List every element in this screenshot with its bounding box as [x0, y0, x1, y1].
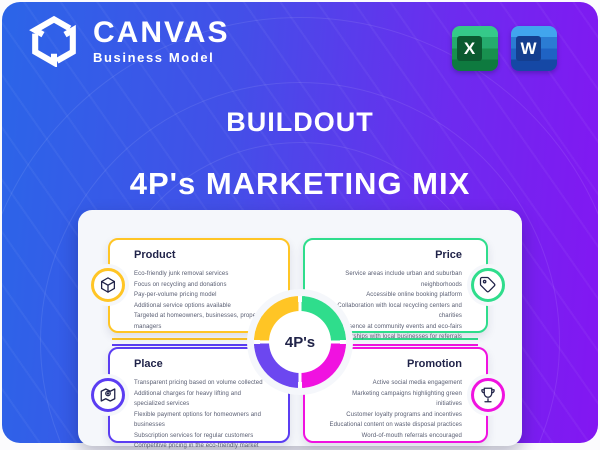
deco-circle	[2, 17, 598, 443]
quadrant-title: Price	[435, 249, 462, 261]
quadrant-item: Eco-friendly junk removal services	[134, 271, 229, 277]
quadrant-item: Presence at community events and eco-fai…	[339, 323, 462, 330]
word-icon[interactable]: W	[511, 26, 557, 71]
price-tag-icon	[479, 276, 496, 293]
canvas-logo-icon	[29, 15, 76, 67]
cube-icon	[100, 277, 116, 293]
quadrant-item: Transparent pricing based on volume coll…	[134, 380, 263, 386]
quadrant-item-list: Service areas include urban and suburban…	[305, 267, 486, 343]
quadrant-item: Subscription services for regular custom…	[134, 432, 254, 439]
excel-letter: X	[457, 36, 482, 61]
quadrant-item: Targeted at homeowners, businesses, prop…	[134, 313, 264, 330]
center-ring: 4P's	[254, 296, 346, 388]
quadrant-item: Accessible online booking platform	[366, 292, 462, 298]
quadrant-item: Collaboration with local recycling cente…	[337, 302, 462, 320]
quadrant-product: Product Eco-friendly junk removal servic…	[108, 238, 290, 333]
connector-line	[300, 338, 478, 340]
quadrant-item: Customer loyalty programs and incentives	[346, 411, 462, 418]
quadrant-item-list: Active social media engagement Marketing…	[305, 376, 486, 441]
quadrant-item: Flexible payment options for homeowners …	[134, 411, 262, 429]
brand: CANVAS Business Model	[28, 15, 229, 67]
quadrant-title: Product	[134, 249, 176, 261]
word-letter: W	[516, 36, 541, 61]
quadrant-item: Marketing campaigns highlighting green i…	[352, 390, 462, 408]
connector-line	[112, 344, 302, 346]
quadrant-item: Additional service options available	[134, 302, 231, 309]
canvas-board: Product Eco-friendly junk removal servic…	[78, 210, 522, 449]
quadrant-item: Word-of-mouth referrals encouraged	[361, 432, 462, 439]
quadrant-item: Partnerships with local businesses for r…	[333, 334, 462, 340]
app-badges: X W	[452, 26, 557, 71]
quadrant-item: Educational content on waste disposal pr…	[329, 422, 462, 428]
quadrant-item: Pay-per-volume pricing model	[134, 292, 217, 298]
brand-subtitle: Business Model	[93, 50, 215, 66]
kicker-title: BUILDOUT	[226, 107, 374, 137]
quadrant-title: Promotion	[407, 358, 462, 370]
quadrant-item: Focus on recycling and donations	[134, 281, 227, 288]
product-node	[91, 268, 125, 302]
brand-name: CANVAS	[93, 15, 230, 49]
excel-icon[interactable]: X	[452, 26, 498, 71]
quadrant-item: Active social media engagement	[372, 380, 462, 386]
quadrant-item-list: Transparent pricing based on volume coll…	[110, 376, 288, 450]
quadrant-price: Price Service areas include urban and su…	[303, 238, 488, 340]
connector-line	[112, 338, 302, 340]
quadrant-item: Competitive pricing in the eco-friendly …	[134, 443, 259, 449]
place-node	[91, 378, 125, 412]
page-title: 4P's MARKETING MIX	[129, 166, 471, 201]
trophy-icon	[481, 387, 495, 403]
center-ring-label: 4P's	[269, 311, 331, 373]
quadrant-item: Service areas include urban and suburban…	[345, 271, 462, 288]
quadrant-item-list: Eco-friendly junk removal services Focus…	[110, 267, 288, 332]
quadrant-title: Place	[134, 358, 163, 370]
connector-line	[300, 344, 478, 346]
map-pin-icon	[100, 388, 116, 402]
promotion-node	[471, 378, 505, 412]
quadrant-item: Additional charges for heavy lifting and…	[134, 390, 242, 408]
price-node	[471, 268, 505, 302]
